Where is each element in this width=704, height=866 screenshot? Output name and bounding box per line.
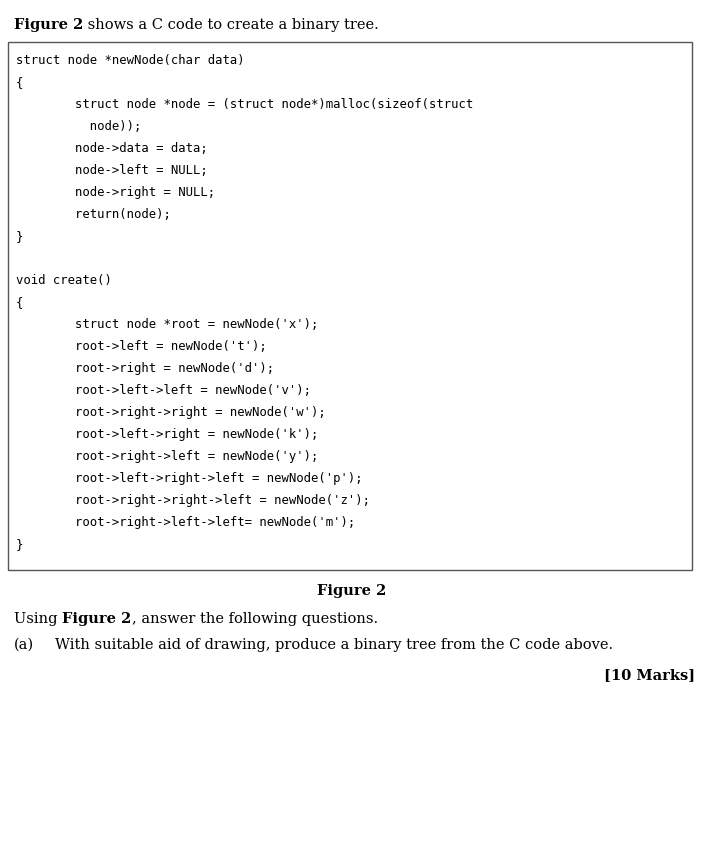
Text: root->right->left = newNode('y');: root->right->left = newNode('y'); xyxy=(16,450,318,463)
Text: [10 Marks]: [10 Marks] xyxy=(604,668,695,682)
FancyBboxPatch shape xyxy=(8,42,692,570)
Text: root->left = newNode('t');: root->left = newNode('t'); xyxy=(16,340,267,353)
Text: return(node);: return(node); xyxy=(16,208,171,221)
Text: node->right = NULL;: node->right = NULL; xyxy=(16,186,215,199)
Text: node->data = data;: node->data = data; xyxy=(16,142,208,155)
Text: , answer the following questions.: , answer the following questions. xyxy=(132,612,377,626)
Text: Using: Using xyxy=(14,612,62,626)
Text: Figure 2: Figure 2 xyxy=(62,612,132,626)
Text: root->left->left = newNode('v');: root->left->left = newNode('v'); xyxy=(16,384,311,397)
Text: With suitable aid of drawing, produce a binary tree from the C code above.: With suitable aid of drawing, produce a … xyxy=(55,638,613,652)
Text: void create(): void create() xyxy=(16,274,112,287)
Text: root->right->left->left= newNode('m');: root->right->left->left= newNode('m'); xyxy=(16,516,356,529)
Text: root->left->right->left = newNode('p');: root->left->right->left = newNode('p'); xyxy=(16,472,363,485)
Text: struct node *root = newNode('x');: struct node *root = newNode('x'); xyxy=(16,318,318,331)
Text: }: } xyxy=(16,230,23,243)
Text: Figure 2: Figure 2 xyxy=(318,584,386,598)
Text: }: } xyxy=(16,538,23,551)
Text: (a): (a) xyxy=(14,638,34,652)
Text: {: { xyxy=(16,296,23,309)
Text: struct node *newNode(char data): struct node *newNode(char data) xyxy=(16,54,244,67)
Text: root->left->right = newNode('k');: root->left->right = newNode('k'); xyxy=(16,428,318,441)
Text: {: { xyxy=(16,76,23,89)
Text: node));: node)); xyxy=(16,120,142,133)
Text: shows a C code to create a binary tree.: shows a C code to create a binary tree. xyxy=(83,18,379,32)
Text: root->right->right = newNode('w');: root->right->right = newNode('w'); xyxy=(16,406,326,419)
Text: Figure 2: Figure 2 xyxy=(14,18,83,32)
Text: root->right = newNode('d');: root->right = newNode('d'); xyxy=(16,362,274,375)
Text: struct node *node = (struct node*)malloc(sizeof(struct: struct node *node = (struct node*)malloc… xyxy=(16,98,473,111)
Text: node->left = NULL;: node->left = NULL; xyxy=(16,164,208,177)
Text: root->right->right->left = newNode('z');: root->right->right->left = newNode('z'); xyxy=(16,494,370,507)
